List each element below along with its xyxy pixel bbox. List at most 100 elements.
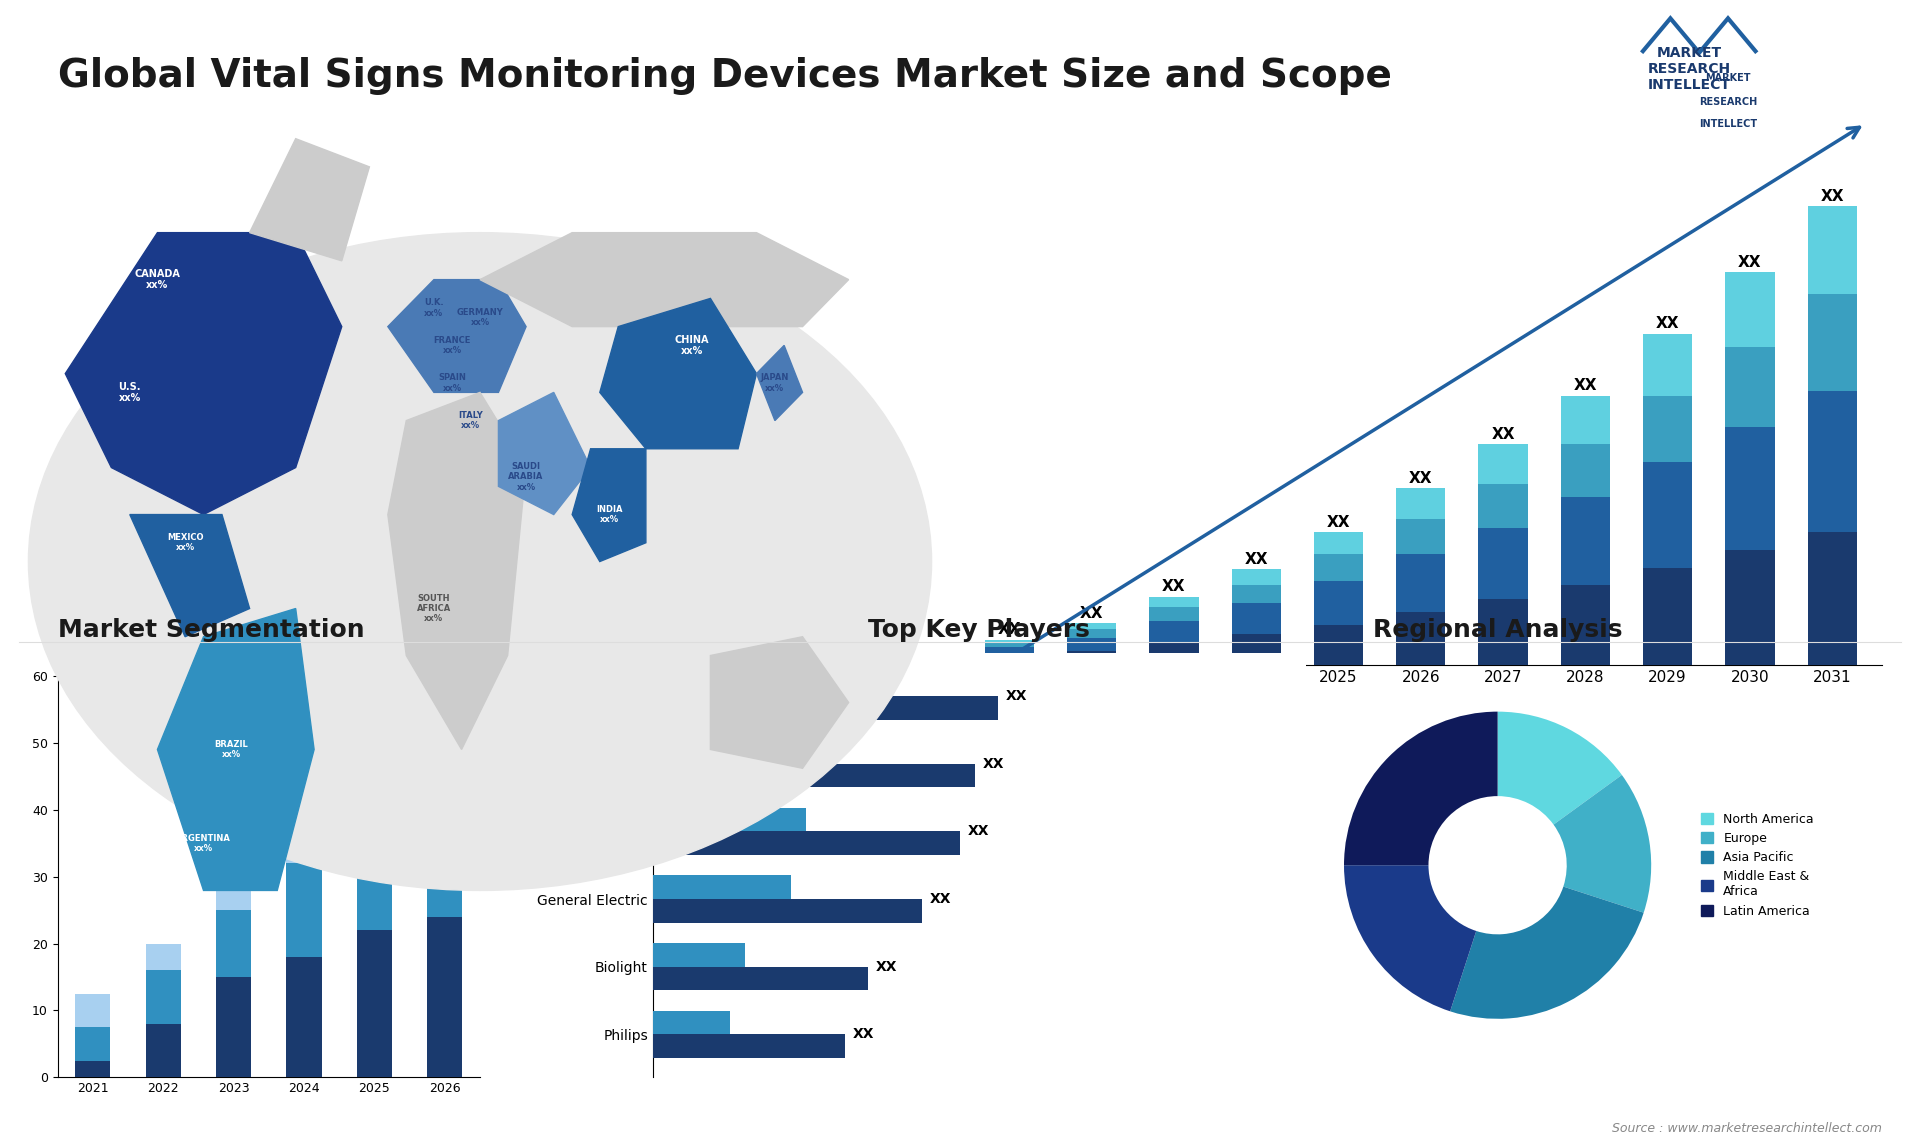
Bar	[1726, 273, 1774, 347]
Bar	[1231, 586, 1281, 603]
Bar	[653, 740, 822, 763]
Polygon shape	[388, 392, 526, 749]
Text: XX: XX	[1162, 579, 1187, 594]
Bar	[215, 877, 252, 910]
Text: Top Key Players: Top Key Players	[868, 618, 1091, 642]
Text: XX: XX	[998, 622, 1021, 637]
Polygon shape	[157, 609, 315, 890]
Bar	[1561, 445, 1611, 497]
Bar	[1313, 625, 1363, 665]
Text: XX: XX	[1079, 605, 1104, 621]
Polygon shape	[388, 280, 526, 392]
Bar	[1807, 295, 1857, 392]
Bar	[1478, 598, 1528, 665]
Bar	[1150, 643, 1198, 665]
Polygon shape	[710, 637, 849, 768]
Bar	[653, 763, 975, 787]
Bar	[215, 910, 252, 976]
Bar	[1068, 623, 1116, 629]
Bar	[1561, 586, 1611, 665]
Bar	[286, 810, 321, 863]
Bar	[426, 702, 463, 763]
Polygon shape	[65, 233, 342, 515]
Text: XX: XX	[929, 892, 950, 906]
Text: FRANCE
xx%: FRANCE xx%	[434, 336, 470, 355]
Legend: Application, Product, Geography: Application, Product, Geography	[495, 683, 624, 751]
Bar	[653, 808, 806, 831]
Text: ARGENTINA
xx%: ARGENTINA xx%	[177, 834, 230, 853]
Wedge shape	[1553, 775, 1651, 912]
Text: BRAZIL
xx%: BRAZIL xx%	[215, 740, 248, 759]
Text: ITALY
xx%: ITALY xx%	[459, 411, 484, 430]
Wedge shape	[1450, 887, 1644, 1019]
Text: XX: XX	[1006, 689, 1027, 704]
Text: Market Segmentation: Market Segmentation	[58, 618, 365, 642]
Bar	[1396, 612, 1446, 665]
Text: SOUTH
AFRICA
xx%: SOUTH AFRICA xx%	[417, 594, 451, 623]
Bar	[1231, 603, 1281, 634]
Bar	[653, 831, 960, 855]
Bar	[1644, 567, 1692, 665]
Polygon shape	[756, 345, 803, 421]
Bar	[1644, 462, 1692, 567]
Bar	[146, 1023, 180, 1077]
Text: XX: XX	[968, 824, 989, 839]
Bar	[215, 976, 252, 1077]
Bar	[1150, 607, 1198, 621]
Bar	[1313, 555, 1363, 581]
Bar	[985, 639, 1035, 643]
Text: CHINA
xx%: CHINA xx%	[674, 335, 708, 356]
Bar	[1644, 335, 1692, 395]
Bar	[985, 643, 1035, 647]
Bar	[653, 943, 745, 967]
Bar	[1231, 570, 1281, 586]
Bar	[1726, 347, 1774, 426]
Bar	[1150, 621, 1198, 643]
Bar	[1150, 597, 1198, 607]
Bar	[357, 743, 392, 796]
Bar	[1068, 638, 1116, 651]
Text: SPAIN
xx%: SPAIN xx%	[438, 374, 467, 393]
Text: XX: XX	[1327, 515, 1350, 529]
Text: Regional Analysis: Regional Analysis	[1373, 618, 1622, 642]
Bar	[1478, 528, 1528, 598]
Bar	[653, 673, 845, 696]
Polygon shape	[480, 233, 849, 327]
Bar	[1396, 488, 1446, 519]
Polygon shape	[572, 449, 645, 562]
Bar	[75, 1060, 109, 1077]
Bar	[1313, 581, 1363, 625]
Bar	[1644, 395, 1692, 462]
Legend: North America, Europe, Asia Pacific, Middle East &
Africa, Latin America: North America, Europe, Asia Pacific, Mid…	[1695, 808, 1818, 923]
Text: MARKET: MARKET	[1705, 73, 1751, 84]
Text: GERMANY
xx%: GERMANY xx%	[457, 307, 503, 327]
Text: XX: XX	[1244, 552, 1267, 567]
Bar	[75, 1027, 109, 1060]
Text: JAPAN
xx%: JAPAN xx%	[760, 374, 789, 393]
Bar	[653, 876, 791, 900]
Bar	[1313, 533, 1363, 555]
Text: RESEARCH: RESEARCH	[1699, 96, 1757, 107]
Text: XX: XX	[983, 756, 1004, 771]
Bar	[1807, 533, 1857, 665]
Text: XX: XX	[1738, 254, 1763, 269]
Bar	[653, 1035, 845, 1058]
Text: XX: XX	[1820, 189, 1843, 204]
Bar	[653, 1011, 730, 1035]
Polygon shape	[599, 298, 756, 449]
Bar	[1807, 206, 1857, 295]
Text: Global Vital Signs Monitoring Devices Market Size and Scope: Global Vital Signs Monitoring Devices Ma…	[58, 57, 1392, 95]
Circle shape	[1436, 803, 1559, 927]
Text: XX: XX	[1492, 426, 1515, 441]
Bar	[985, 647, 1035, 656]
Bar	[1478, 445, 1528, 484]
Text: MEXICO
xx%: MEXICO xx%	[167, 533, 204, 552]
Bar	[985, 656, 1035, 665]
Bar	[1561, 395, 1611, 445]
Text: SAUDI
ARABIA
xx%: SAUDI ARABIA xx%	[509, 462, 543, 492]
Text: U.S.
xx%: U.S. xx%	[119, 382, 140, 403]
Text: INTELLECT: INTELLECT	[1699, 119, 1757, 128]
Bar	[75, 994, 109, 1027]
Bar	[286, 957, 321, 1077]
Text: U.K.
xx%: U.K. xx%	[424, 298, 444, 317]
